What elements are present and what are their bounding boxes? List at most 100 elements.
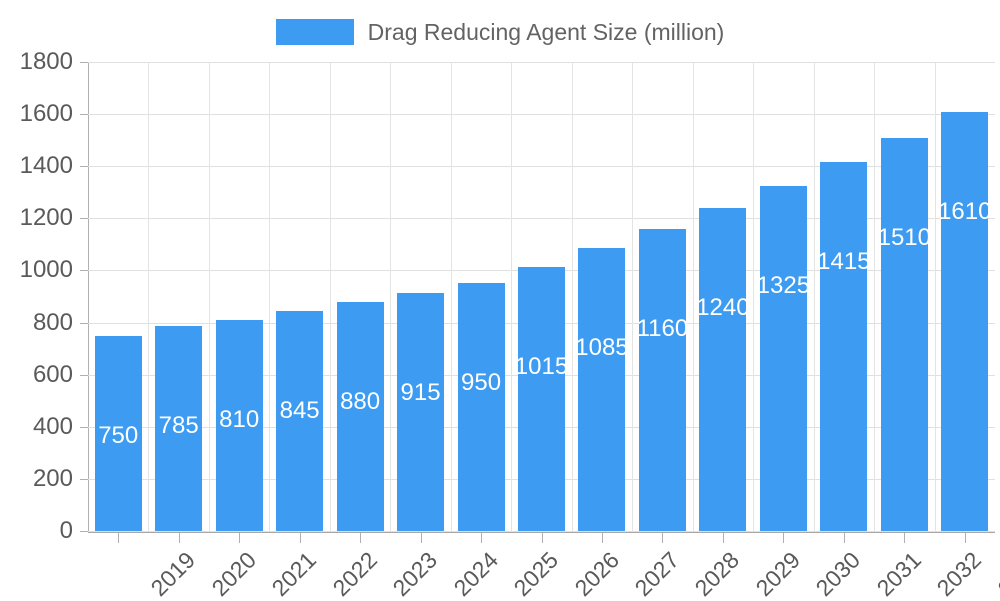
y-axis-tick-label: 0: [59, 517, 73, 544]
bar[interactable]: [457, 283, 505, 531]
x-axis-tick-label: 2021: [266, 546, 322, 601]
bar-value-label: 915: [400, 378, 441, 406]
y-axis-tick-label: 400: [32, 412, 73, 440]
x-axis-tick-mark: [722, 533, 724, 543]
gridline-vertical: [693, 62, 694, 531]
gridline-vertical: [390, 62, 391, 531]
gridline-horizontal: [88, 62, 995, 63]
x-axis-tick-label: 2030: [810, 546, 866, 601]
bar[interactable]: [94, 335, 142, 531]
bar-value-label: 1160: [636, 314, 689, 342]
gridline-vertical: [572, 62, 573, 531]
x-axis-tick-mark: [481, 533, 483, 543]
x-axis-tick-label: 2020: [206, 546, 261, 601]
legend-swatch-icon: [275, 19, 354, 45]
bar-value-label: 845: [279, 396, 320, 424]
x-axis-tick-label: 2028: [689, 546, 745, 601]
x-axis-tick-mark: [783, 533, 785, 543]
x-axis-tick-mark: [601, 533, 603, 543]
x-axis-tick-mark: [843, 533, 845, 543]
x-axis-line: [88, 531, 995, 533]
gridline-vertical: [209, 62, 210, 531]
y-axis-tick-mark: [80, 531, 88, 532]
x-axis-tick-mark: [178, 533, 180, 543]
y-axis-tick-label: 1800: [19, 48, 73, 75]
bar[interactable]: [880, 137, 928, 531]
bar-value-label: 1610: [938, 197, 992, 225]
gridline-vertical: [148, 62, 149, 531]
x-axis-tick-label: 2032: [931, 546, 987, 601]
legend-label: Drag Reducing Agent Size (million): [367, 18, 725, 45]
bar[interactable]: [699, 207, 747, 531]
y-axis-tick-label: 1000: [19, 256, 73, 284]
bar-value-label: 750: [98, 421, 139, 449]
bar[interactable]: [941, 111, 989, 531]
bar-value-label: 810: [219, 405, 260, 433]
bar[interactable]: [215, 319, 263, 531]
y-axis-tick-mark: [80, 166, 88, 168]
bar-value-label: 785: [158, 412, 199, 440]
y-axis-tick-mark: [80, 478, 88, 480]
bar-value-label: 950: [461, 369, 502, 397]
bar-value-label: 1015: [514, 352, 569, 380]
bar[interactable]: [820, 162, 868, 531]
bar[interactable]: [638, 228, 686, 531]
y-axis-tick-label: 200: [32, 464, 73, 492]
y-axis-tick-label: 600: [32, 360, 73, 388]
y-axis-tick-mark: [80, 114, 88, 116]
x-axis-tick-label: 2026: [569, 546, 624, 601]
x-axis-tick-mark: [541, 533, 543, 543]
y-axis-tick-mark: [80, 62, 88, 63]
bar-value-label: 1415: [817, 248, 871, 276]
bar[interactable]: [518, 266, 565, 531]
gridline-vertical: [451, 62, 452, 531]
x-axis-tick-label: 2031: [871, 546, 926, 601]
x-axis-tick-mark: [662, 533, 664, 543]
y-axis-tick-label: 1600: [19, 100, 73, 128]
bar[interactable]: [397, 292, 445, 531]
y-axis-tick-mark: [80, 374, 88, 376]
x-axis-tick-mark: [299, 533, 301, 543]
y-axis-line: [88, 62, 89, 531]
gridline-vertical: [511, 62, 512, 531]
x-axis-tick-label: 2019: [145, 546, 201, 601]
x-axis-tick-mark: [239, 533, 241, 543]
x-axis-tick-label: 2027: [629, 546, 685, 601]
plot-area: 0 200 400 600 800 1000 1200 1400 1600 1800 750 785…: [20, 50, 1000, 601]
y-axis-tick-mark: [80, 218, 88, 220]
bar[interactable]: [155, 326, 203, 531]
bar-value-label: 1240: [696, 293, 750, 321]
y-axis-tick-mark: [80, 322, 88, 324]
x-axis-tick-label: 2029: [750, 546, 806, 601]
bar[interactable]: [276, 310, 324, 531]
y-axis-tick-label: 1400: [19, 152, 73, 180]
x-axis-tick-label: 2025: [508, 546, 564, 601]
bar-value-label: 880: [340, 387, 381, 415]
x-axis-tick-mark: [964, 533, 966, 543]
gridline-horizontal: [88, 114, 995, 116]
gridline-vertical: [269, 62, 270, 531]
gridline-horizontal: [88, 218, 995, 220]
gridline-vertical: [814, 62, 815, 531]
x-axis-tick-mark: [904, 533, 906, 543]
y-axis-tick-label: 800: [32, 308, 73, 336]
gridline-vertical: [632, 62, 633, 531]
gridline-vertical: [753, 62, 754, 531]
y-axis-tick-mark: [80, 426, 88, 428]
x-axis-tick-mark: [360, 533, 362, 543]
bar-value-label: 1085: [575, 334, 629, 362]
x-axis-tick-label: 2024: [448, 546, 503, 601]
x-axis-tick-label: 2022: [327, 546, 382, 601]
gridline-vertical: [935, 62, 936, 531]
y-axis-tick-label: 1200: [19, 204, 73, 232]
bar-value-label: 1510: [877, 223, 931, 251]
gridline-vertical: [330, 62, 331, 531]
x-axis-tick-mark: [118, 533, 120, 543]
bar[interactable]: [759, 185, 807, 531]
y-axis-tick-mark: [80, 270, 88, 272]
bar[interactable]: [578, 248, 626, 531]
gridline-horizontal: [88, 531, 995, 532]
x-axis-tick-mark: [420, 533, 422, 543]
bar[interactable]: [336, 301, 384, 531]
